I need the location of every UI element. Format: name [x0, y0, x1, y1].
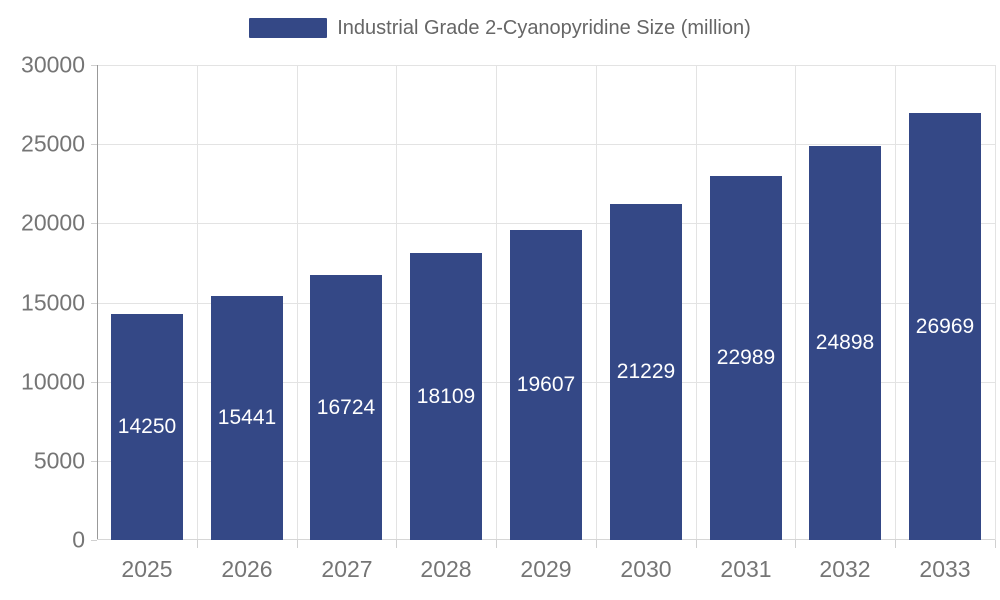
gridline-v: [795, 65, 796, 540]
x-axis-tick: [696, 540, 697, 548]
x-axis-tick: [895, 540, 896, 548]
bar-2032[interactable]: 24898: [809, 146, 881, 540]
gridline-v: [596, 65, 597, 540]
x-tick-label: 2026: [221, 556, 273, 582]
bar-value-label: 26969: [915, 314, 975, 338]
x-axis-tick: [197, 540, 198, 548]
x-axis-tick: [995, 540, 996, 548]
bar-value-label: 21229: [616, 360, 676, 383]
bar-value-label: 14250: [117, 415, 177, 438]
x-axis-tick: [795, 540, 796, 548]
bar-value-label: 22989: [716, 346, 776, 369]
bar-2028[interactable]: 18109: [410, 253, 482, 540]
y-axis-tick: [91, 381, 97, 383]
legend-item[interactable]: Industrial Grade 2-Cyanopyridine Size (m…: [0, 14, 1000, 42]
y-tick-label: 15000: [21, 289, 85, 315]
plot-area: 14250 15441 16724 18109 19607 21229 22989 24898…: [91, 65, 996, 548]
bar-value-label: 24898: [815, 331, 875, 354]
bar-2031[interactable]: 22989: [710, 176, 782, 540]
x-axis-tick: [396, 540, 397, 548]
bar-2030[interactable]: 21229: [610, 204, 682, 540]
bar-value-label: 19607: [516, 373, 576, 396]
y-tick-label: 0: [72, 526, 85, 553]
x-axis-tick: [297, 540, 298, 548]
y-axis-tick: [91, 65, 97, 66]
y-tick-label: 10000: [21, 368, 85, 395]
gridline-h: [97, 223, 995, 225]
bar-2026[interactable]: 15441: [211, 296, 283, 540]
y-axis-tick: [91, 460, 97, 462]
legend-label: Industrial Grade 2-Cyanopyridine Size (m…: [337, 17, 751, 39]
y-tick-label: 30000: [21, 51, 85, 78]
x-tick-label: 2028: [420, 556, 472, 582]
bar-2025[interactable]: 14250: [111, 314, 183, 540]
x-tick-label: 2025: [121, 556, 173, 582]
bar-2033[interactable]: 26969: [909, 113, 981, 540]
x-tick-label: 2027: [321, 556, 373, 582]
legend-swatch: [249, 18, 328, 38]
y-axis-tick: [91, 302, 97, 304]
bar-2029[interactable]: 19607: [510, 230, 582, 540]
y-axis-line: [97, 65, 98, 540]
gridline-h: [97, 144, 995, 146]
gridline-v: [496, 65, 497, 540]
x-axis-tick: [596, 540, 597, 548]
x-tick-label: 2029: [520, 556, 572, 582]
y-axis-tick: [91, 144, 97, 146]
gridline-v: [895, 65, 896, 540]
bar-value-label: 18109: [416, 384, 476, 408]
x-tick-label: 2030: [620, 556, 672, 582]
x-tick-label: 2032: [819, 556, 871, 582]
gridline-v: [396, 65, 397, 540]
y-axis-tick: [91, 223, 97, 225]
bar-2027[interactable]: 16724: [310, 275, 382, 540]
x-axis-tick: [496, 540, 497, 548]
gridline-v: [197, 65, 198, 540]
y-axis-tick: [91, 540, 97, 541]
y-tick-label: 5000: [33, 447, 85, 474]
x-tick-label: 2033: [919, 556, 971, 582]
gridline-v: [297, 65, 298, 540]
bar-value-label: 15441: [217, 406, 277, 429]
x-tick-label: 2031: [720, 556, 772, 582]
y-tick-label: 25000: [21, 130, 85, 157]
gridline-v: [995, 65, 996, 540]
gridline-h: [97, 65, 995, 66]
y-tick-label: 20000: [21, 209, 85, 236]
bar-value-label: 16724: [316, 395, 376, 419]
gridline-v: [696, 65, 697, 540]
